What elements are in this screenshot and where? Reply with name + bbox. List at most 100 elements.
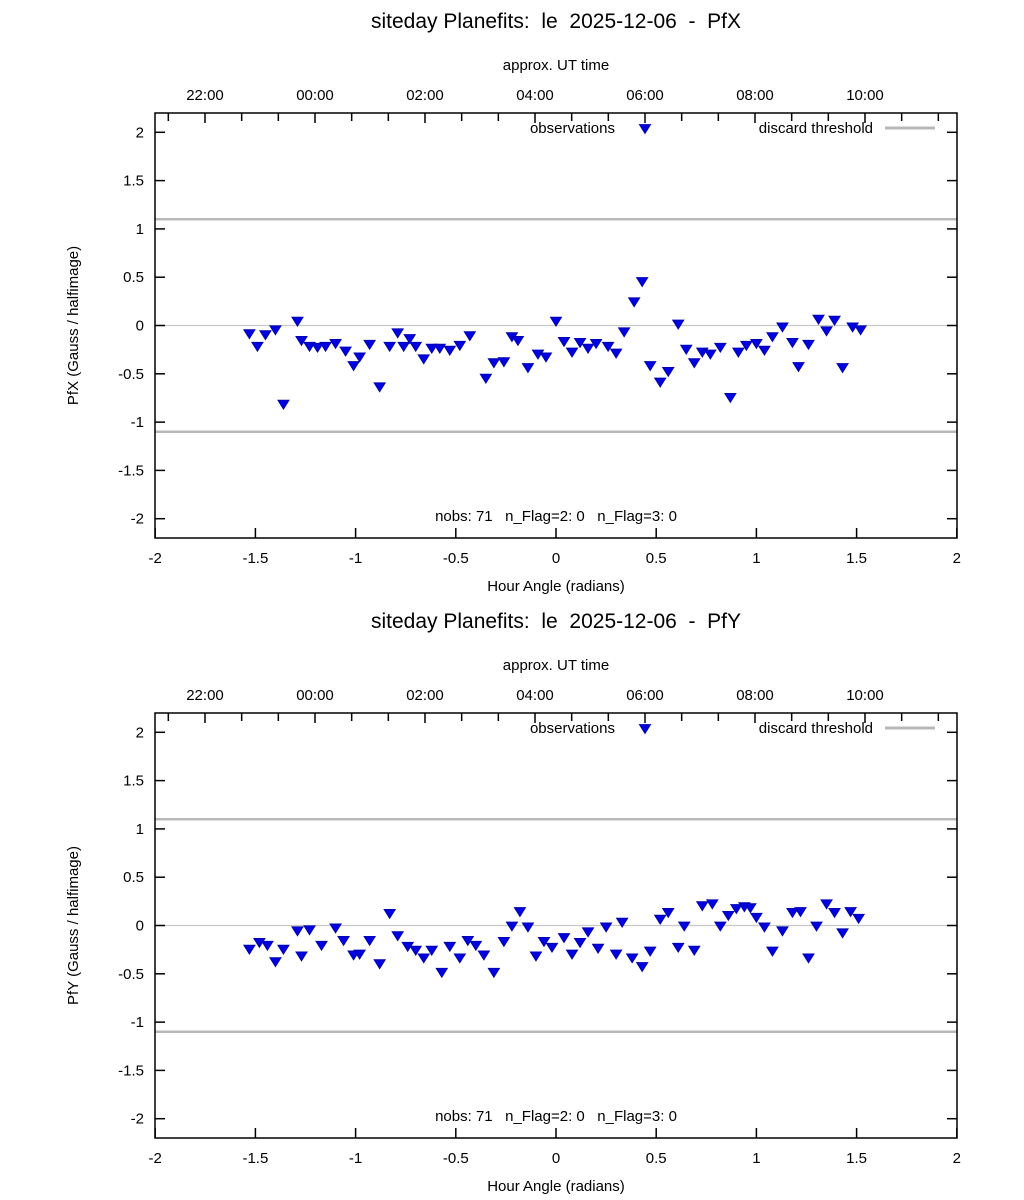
- data-point-marker: [810, 921, 823, 932]
- data-point-marker: [511, 336, 525, 347]
- data-point-marker: [677, 921, 691, 932]
- legend-observations-label: observations: [530, 720, 615, 737]
- data-point-marker: [417, 953, 431, 964]
- plot-area-pfx: 2 1.5 1 0.5 0 -0.5 -1 -1.5 -2 -2 -1.5 -1 -0.5 0 0.5 1 1.…: [65, 87, 961, 595]
- data-point-marker: [253, 937, 266, 949]
- data-point-marker: [409, 945, 423, 956]
- data-point-marker: [758, 922, 771, 933]
- data-point-marker: [749, 338, 763, 350]
- y-axis-title: PfX (Gauss / halfimage): [65, 246, 82, 405]
- ut-tick-label: 00:00: [296, 87, 334, 104]
- data-point-marker: [443, 941, 457, 953]
- data-point-marker: [820, 899, 833, 910]
- data-point-marker: [836, 363, 849, 374]
- y-tick-label: -0.5: [118, 366, 144, 383]
- x-tick-label: -2: [149, 550, 162, 567]
- x-tick-label: 1: [752, 550, 760, 567]
- data-point-marker: [731, 347, 745, 358]
- data-point-marker: [836, 928, 849, 939]
- data-point-marker: [557, 933, 571, 944]
- data-point-marker: [277, 944, 290, 955]
- x-tick-label: 1.5: [846, 1150, 867, 1167]
- data-point-marker: [315, 940, 328, 952]
- page-title: siteday Planefits: le 2025-12-06 - PfY: [370, 610, 742, 633]
- data-point-marker: [353, 352, 367, 363]
- data-point-marker: [643, 361, 657, 372]
- y-tick-label: -1.5: [118, 462, 144, 479]
- x-tick-label: 0: [552, 550, 560, 567]
- data-point-marker: [261, 940, 274, 952]
- data-point-marker: [373, 382, 387, 393]
- data-point-marker: [397, 341, 411, 353]
- data-point-marker: [433, 343, 447, 355]
- data-point-marker: [277, 399, 290, 411]
- data-point-marker: [786, 908, 799, 919]
- data-point-marker: [653, 377, 667, 388]
- data-point-marker: [599, 922, 613, 933]
- data-point-marker: [661, 908, 675, 919]
- data-point-marker: [383, 341, 397, 353]
- data-point-marker: [497, 937, 511, 948]
- data-point-marker: [443, 345, 457, 356]
- data-point-marker: [435, 967, 449, 979]
- data-point-marker: [679, 344, 693, 355]
- data-point-marker: [854, 325, 868, 336]
- legend-threshold-label: discard threshold: [759, 720, 873, 737]
- data-point-marker: [792, 362, 805, 373]
- data-point-marker: [259, 330, 272, 341]
- data-point-marker: [545, 942, 559, 954]
- data-point-marker: [373, 959, 387, 970]
- data-point-marker: [391, 931, 405, 942]
- data-point-marker: [391, 328, 405, 339]
- ut-tick-label: 04:00: [516, 687, 554, 704]
- data-point-marker: [743, 903, 757, 914]
- data-point-marker: [581, 343, 595, 355]
- data-point-marker: [766, 946, 779, 957]
- x-tick-label: 1: [752, 1150, 760, 1167]
- data-point-marker: [820, 326, 833, 337]
- x-tick-label: -2: [149, 1150, 162, 1167]
- y-tick-label: -1: [131, 1014, 144, 1031]
- chart-pfx: siteday Planefits: le 2025-12-06 - PfX a…: [65, 10, 961, 595]
- legend-threshold-label: discard threshold: [759, 120, 873, 137]
- data-point-marker: [653, 914, 667, 926]
- data-point-marker: [695, 901, 709, 912]
- data-point-marker: [347, 361, 360, 372]
- y-tick-label: 0.5: [123, 269, 144, 286]
- data-point-marker: [615, 917, 629, 928]
- data-point-marker: [469, 940, 483, 952]
- data-point-marker: [609, 949, 623, 960]
- data-point-marker: [687, 358, 701, 369]
- y-axis-title: PfY (Gauss / halfimage): [65, 846, 82, 1005]
- data-point-marker: [363, 936, 377, 947]
- ut-tick-label: 22:00: [186, 687, 224, 704]
- data-point-marker: [723, 393, 737, 404]
- data-point-marker: [776, 322, 789, 333]
- data-point-marker: [513, 907, 527, 918]
- data-point-marker: [521, 363, 535, 374]
- data-point-marker: [453, 953, 467, 964]
- data-point-marker: [319, 341, 332, 353]
- x-tick-label: -0.5: [443, 1150, 469, 1167]
- data-point-marker: [242, 329, 256, 340]
- y-tick-label: -2: [131, 511, 144, 528]
- page-title: siteday Planefits: le 2025-12-06 - PfX: [370, 10, 742, 33]
- data-point-marker: [463, 331, 477, 342]
- data-point-marker: [537, 937, 551, 948]
- data-point-marker: [671, 319, 685, 330]
- x-tick-label: 2: [953, 1150, 961, 1167]
- data-point-marker: [403, 334, 417, 345]
- data-point-marker: [487, 358, 501, 369]
- data-point-marker: [721, 910, 735, 922]
- y-tick-label: 1: [136, 221, 144, 238]
- ut-tick-label: 08:00: [736, 687, 774, 704]
- data-point-marker: [557, 337, 571, 348]
- data-point-marker: [802, 953, 815, 964]
- data-point-marker: [609, 348, 623, 359]
- legend-observations-marker: [638, 124, 652, 135]
- data-point-marker: [635, 277, 649, 288]
- data-point-marker: [828, 908, 841, 919]
- y-tick-label: -1.5: [118, 1062, 144, 1079]
- data-point-marker: [242, 944, 256, 955]
- y-tick-label: 1.5: [123, 173, 144, 190]
